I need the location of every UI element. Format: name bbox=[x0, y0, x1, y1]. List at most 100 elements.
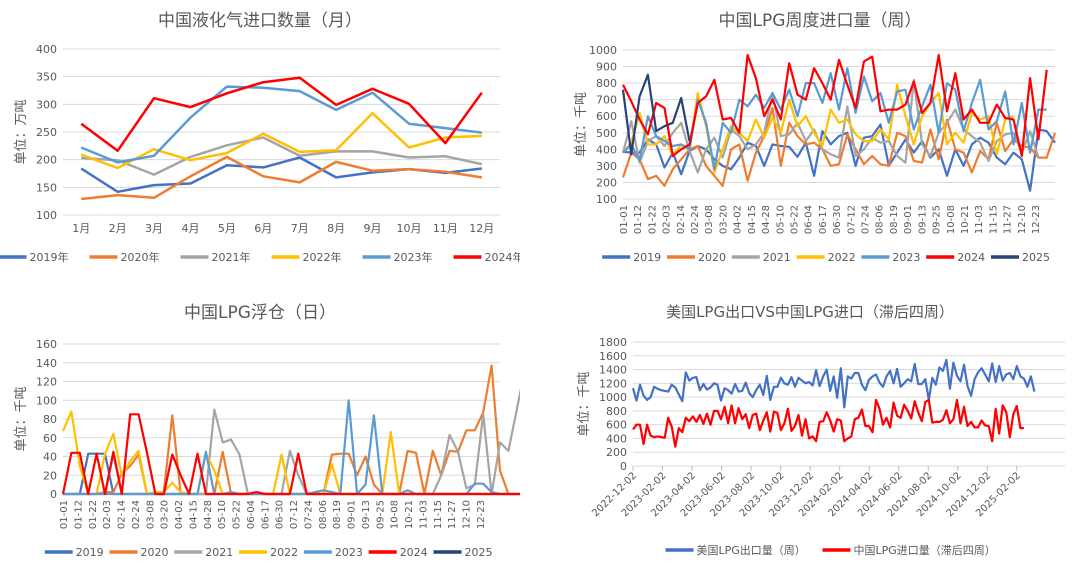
y-tick-label: 20 bbox=[43, 469, 57, 482]
y-tick-label: 100 bbox=[36, 209, 57, 222]
x-tick-label: 11-27 bbox=[447, 500, 458, 529]
x-tick-label: 01-01 bbox=[619, 205, 630, 234]
x-tick-label: 06-17 bbox=[818, 205, 829, 234]
y-tick-label: 400 bbox=[36, 43, 57, 56]
x-tick-label: 7月 bbox=[291, 222, 309, 235]
y-tick-label: 140 bbox=[36, 357, 57, 370]
x-tick-label: 04-15 bbox=[188, 500, 199, 529]
chart-monthly-imports: 中国液化气进口数量（月） 单位：万吨 100 150 200 250 300 350 400 1月… bbox=[0, 0, 524, 285]
y-tick-label: 1600 bbox=[599, 350, 627, 363]
y-tick-label: 200 bbox=[606, 446, 627, 459]
series-line-美国LPG出口量（周） bbox=[631, 358, 1036, 409]
series-line-2022年 bbox=[80, 111, 482, 170]
series-line-2021年 bbox=[81, 136, 483, 176]
x-tick-label: 03-08 bbox=[145, 500, 156, 529]
x-tick-label: 11-15 bbox=[988, 205, 999, 234]
x-tick-label: 09-25 bbox=[932, 205, 943, 234]
x-tick-label: 02-14 bbox=[676, 205, 687, 234]
x-tick-label: 02-24 bbox=[131, 500, 142, 529]
series-line-2023年 bbox=[80, 85, 482, 164]
x-tick-label: 04-28 bbox=[761, 205, 772, 234]
chart-title: 中国液化气进口数量（月） bbox=[158, 11, 362, 31]
x-tick-label: 07-24 bbox=[303, 500, 314, 529]
x-tick-label: 11-15 bbox=[433, 500, 444, 529]
x-tick-label: 02-24 bbox=[690, 205, 701, 234]
x-tick-label: 02-14 bbox=[117, 500, 128, 529]
legend-label: 2023 bbox=[335, 546, 363, 559]
legend-label: 2024年 bbox=[485, 250, 521, 264]
x-tick-label: 08-19 bbox=[889, 205, 900, 234]
x-tick-label: 12-10 bbox=[1017, 205, 1028, 234]
chart-svg: 中国LPG周度进口量（周） 单位：千吨 100 200 300 400 500 600 700 8… bbox=[574, 11, 1057, 264]
legend: 2019年 2020年 2021年 2022年 2023年 2024年 bbox=[0, 250, 524, 264]
legend: 美国LPG出口量（周） 中国LPG进口量（滞后四周） bbox=[665, 543, 996, 557]
y-axis-label: 单位：万吨 bbox=[14, 99, 29, 164]
series-line-2019年 bbox=[80, 156, 482, 194]
y-tick-label: 800 bbox=[606, 405, 627, 418]
y-tick-label: 200 bbox=[36, 154, 57, 167]
x-tick-label: 09-25 bbox=[375, 500, 386, 529]
chart-title: 中国LPG浮仓（日） bbox=[184, 303, 336, 323]
y-tick-label: 500 bbox=[596, 127, 617, 140]
series-line-2020年 bbox=[81, 155, 482, 201]
y-tick-label: 700 bbox=[596, 94, 617, 107]
legend-label: 2020 bbox=[698, 251, 726, 264]
y-tick-label: 300 bbox=[36, 98, 57, 111]
x-tick-label: 12-23 bbox=[1031, 205, 1042, 234]
x-tick-label: 4月 bbox=[181, 222, 199, 235]
series-line-2021 bbox=[621, 78, 1040, 174]
x-tick-label: 12-23 bbox=[476, 500, 487, 529]
legend-label: 2022 bbox=[828, 251, 856, 264]
x-tick-label: 04-02 bbox=[733, 205, 744, 234]
y-tick-label: 1000 bbox=[599, 391, 627, 404]
y-tick-label: 160 bbox=[36, 338, 57, 351]
y-tick-label: 80 bbox=[43, 413, 57, 426]
x-tick-label: 09-01 bbox=[903, 205, 914, 234]
legend-label: 2022 bbox=[270, 546, 298, 559]
x-tick-label: 8月 bbox=[327, 222, 345, 235]
chart-title: 中国LPG周度进口量（周） bbox=[719, 11, 922, 31]
x-tick-label: 06-30 bbox=[832, 205, 843, 234]
x-tick-label: 01-22 bbox=[647, 205, 658, 234]
x-tick-label: 05-22 bbox=[789, 205, 800, 234]
x-tick-label: 04-28 bbox=[203, 500, 214, 529]
x-tick-label: 01-12 bbox=[73, 500, 84, 529]
y-axis-label: 单位：千吨 bbox=[577, 371, 592, 436]
y-tick-label: 400 bbox=[606, 432, 627, 445]
x-tick-label: 08-06 bbox=[318, 500, 329, 529]
y-tick-label: 40 bbox=[43, 451, 57, 464]
y-axis-label: 单位：千吨 bbox=[14, 386, 29, 451]
legend: 2019 2020 2021 2022 2023 2024 2025 bbox=[44, 546, 493, 559]
y-tick-label: 300 bbox=[596, 160, 617, 173]
y-tick-label: 600 bbox=[596, 110, 617, 123]
series-line-2024 bbox=[622, 53, 1048, 158]
x-tick-label: 11-27 bbox=[1003, 205, 1014, 234]
series-line-2024 bbox=[61, 413, 611, 496]
chart-svg: 美国LPG出口VS中国LPG进口（滞后四周） 单位：千吨 0200400600800… bbox=[577, 303, 1065, 557]
legend-label: 2021年 bbox=[212, 250, 251, 264]
x-tick-label: 04-15 bbox=[747, 205, 758, 234]
chart-title: 美国LPG出口VS中国LPG进口（滞后四周） bbox=[666, 303, 954, 321]
legend-label: 2020年 bbox=[121, 250, 160, 264]
x-tick-label: 02-03 bbox=[662, 205, 673, 234]
y-tick-label: 1400 bbox=[599, 364, 627, 377]
x-tick-label: 10-21 bbox=[960, 205, 971, 234]
x-tick-label: 10-08 bbox=[946, 205, 957, 234]
y-tick-label: 0 bbox=[620, 460, 627, 473]
x-tick-label: 03-20 bbox=[718, 205, 729, 234]
y-tick-label: 400 bbox=[596, 143, 617, 156]
series-line-2020 bbox=[63, 364, 602, 496]
x-tick-label: 03-08 bbox=[704, 205, 715, 234]
x-tick-label: 5月 bbox=[218, 222, 236, 235]
x-tick-label: 11-03 bbox=[974, 205, 985, 234]
x-tick-label: 05-10 bbox=[217, 500, 228, 529]
y-tick-label: 100 bbox=[36, 394, 57, 407]
chart-weekly-imports: 中国LPG周度进口量（周） 单位：千吨 100 200 300 400 500 600 700 8… bbox=[560, 0, 1080, 285]
x-tick-label: 04-02 bbox=[174, 500, 185, 529]
legend: 2019 2020 2021 2022 2023 2024 2025 bbox=[602, 251, 1050, 264]
y-tick-label: 250 bbox=[36, 126, 57, 139]
x-tick-label: 02-03 bbox=[102, 500, 113, 529]
y-tick-label: 900 bbox=[596, 61, 617, 74]
y-tick-label: 1800 bbox=[599, 336, 627, 349]
chart-svg: 中国LPG浮仓（日） 单位：千吨 0 20 40 60 80 100 120 140 160 01-0… bbox=[14, 303, 677, 559]
